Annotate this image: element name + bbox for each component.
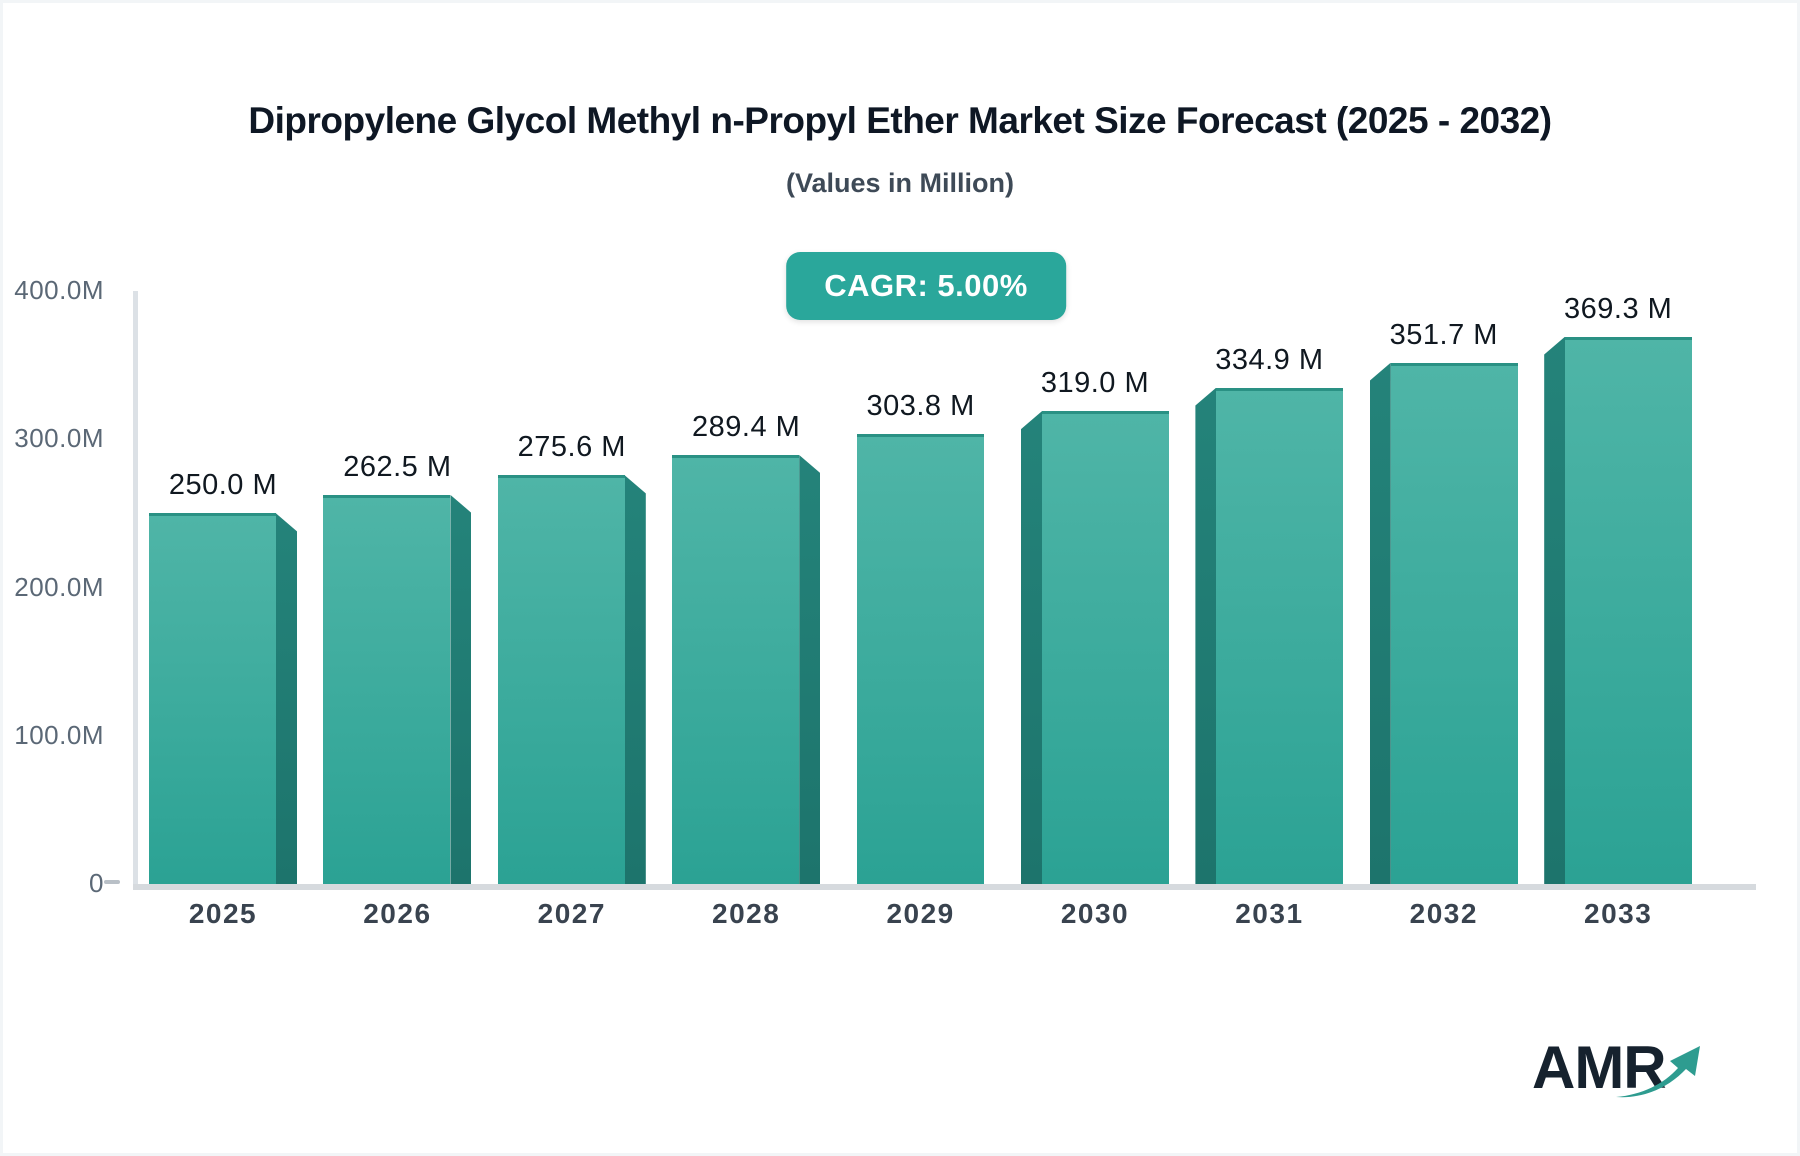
x-axis-label: 2030 bbox=[1060, 898, 1130, 929]
bar-value-label: 351.7 M bbox=[1389, 318, 1498, 351]
bar bbox=[497, 475, 625, 884]
bar-3d-side bbox=[276, 513, 297, 884]
bar-3d-side bbox=[450, 494, 472, 884]
x-axis-label: 2033 bbox=[1584, 898, 1653, 929]
bar bbox=[1216, 387, 1344, 884]
y-axis-tick-label: 200.0M bbox=[14, 571, 104, 602]
bar-value-label: 275.6 M bbox=[517, 431, 626, 464]
bar bbox=[1565, 336, 1693, 884]
amr-logo: AMR bbox=[1532, 1032, 1712, 1112]
zero-tick-mark bbox=[104, 880, 120, 884]
bar-value-label: 303.8 M bbox=[866, 389, 975, 422]
bar-value-label: 250.0 M bbox=[168, 469, 278, 502]
bar-3d-side bbox=[1544, 336, 1566, 884]
y-axis-tick-label: 0 bbox=[89, 868, 104, 898]
bar-value-label: 289.4 M bbox=[692, 410, 801, 443]
bar-value-label: 319.0 M bbox=[1040, 367, 1150, 400]
y-axis-line bbox=[133, 291, 138, 889]
chart-title: Dipropylene Glycol Methyl n-Propyl Ether… bbox=[248, 100, 1552, 141]
bar-3d-side bbox=[1369, 362, 1391, 884]
bar bbox=[149, 513, 276, 884]
chart-subtitle: (Values in Million) bbox=[785, 168, 1015, 198]
x-axis-label: 2026 bbox=[363, 898, 432, 929]
bar-3d-side bbox=[1021, 411, 1042, 884]
x-axis-label: 2032 bbox=[1409, 898, 1478, 929]
x-axis-label: 2027 bbox=[537, 898, 606, 929]
bar bbox=[1042, 411, 1169, 884]
y-axis-tick-label: 300.0M bbox=[14, 423, 104, 454]
bar-3d-side bbox=[1195, 387, 1217, 884]
amr-logo-text: AMR bbox=[1532, 1034, 1667, 1101]
bar-value-label: 334.9 M bbox=[1215, 343, 1324, 376]
x-axis-label: 2028 bbox=[712, 898, 781, 929]
bar-value-label: 262.5 M bbox=[343, 450, 452, 483]
bar-3d-side bbox=[799, 454, 821, 884]
bar bbox=[1390, 362, 1518, 884]
x-axis-label: 2031 bbox=[1235, 898, 1304, 929]
growth-arrow-icon bbox=[1616, 1046, 1700, 1098]
bar bbox=[857, 433, 985, 884]
bar-value-label: 369.3 M bbox=[1564, 292, 1673, 325]
bar bbox=[323, 494, 451, 884]
x-axis-label: 2025 bbox=[188, 898, 258, 929]
bar bbox=[672, 454, 800, 884]
cagr-badge: CAGR: 5.00% bbox=[786, 252, 1066, 320]
x-axis-line bbox=[133, 884, 1756, 890]
y-axis-tick-label: 400.0M bbox=[14, 275, 104, 305]
bar-3d-side bbox=[624, 475, 646, 884]
x-axis-label: 2029 bbox=[886, 898, 955, 929]
y-axis-tick-label: 100.0M bbox=[14, 719, 104, 750]
